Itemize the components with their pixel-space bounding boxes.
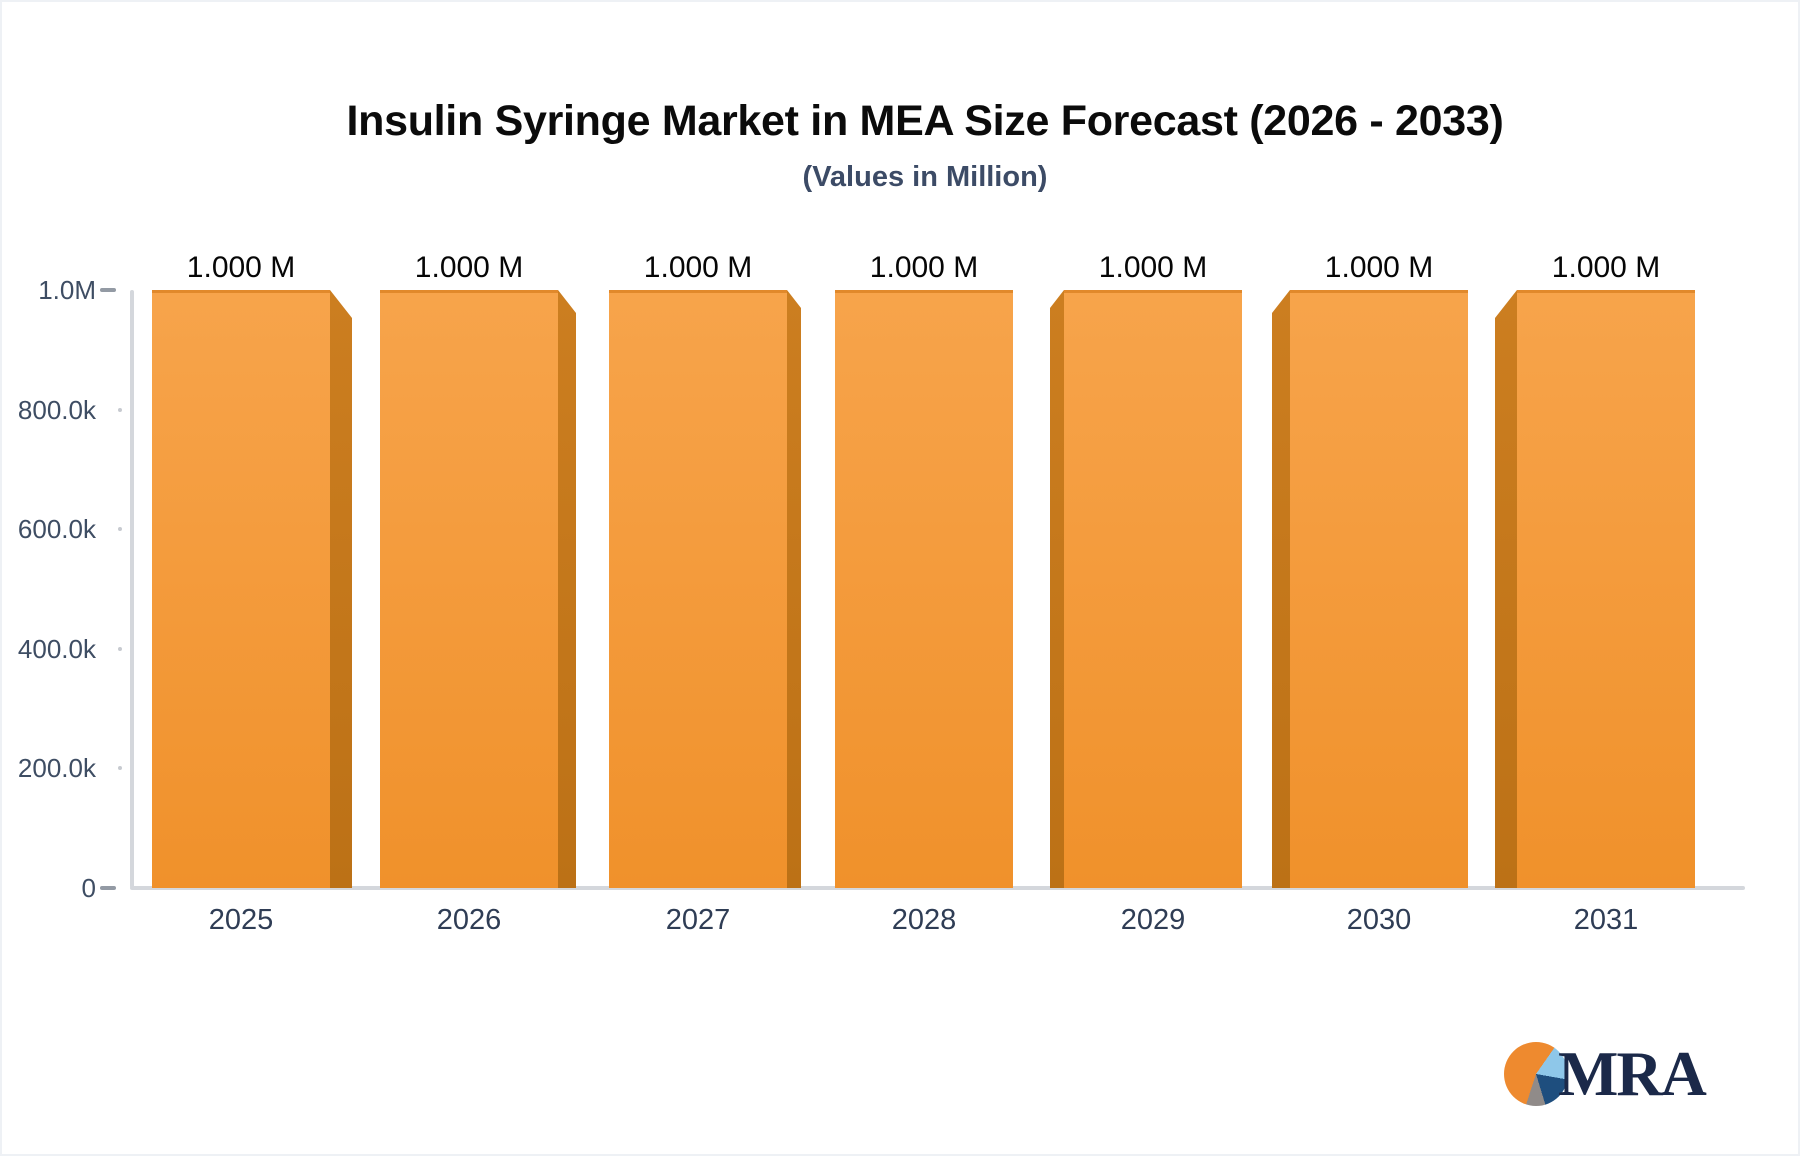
y-tick-mark — [100, 886, 116, 890]
y-tick-mark — [118, 527, 122, 532]
y-tick-label-200.0k: 200.0k — [17, 753, 96, 784]
y-tick-label-800.0k: 800.0k — [17, 394, 96, 425]
y-tick-mark — [118, 646, 122, 651]
chart-subtitle: (Values in Million) — [802, 161, 1048, 193]
bar-side-face — [1050, 290, 1064, 888]
bar-side-face — [1495, 290, 1517, 888]
x-tick-label-2029: 2029 — [1120, 904, 1186, 936]
x-tick-label-2030: 2030 — [1346, 904, 1412, 936]
y-tick-mark — [118, 407, 122, 412]
bar-side-face — [330, 290, 352, 888]
pie-chart-logo-icon — [1504, 1042, 1568, 1106]
bar-face[interactable] — [152, 290, 330, 888]
x-axis-line — [130, 886, 1745, 890]
bar-value-label: 1.000 M — [1324, 251, 1434, 284]
y-tick-label-600.0k: 600.0k — [17, 514, 96, 545]
bar-face[interactable] — [609, 290, 787, 888]
y-tick-label-400.0k: 400.0k — [17, 633, 96, 664]
y-tick-mark — [118, 766, 122, 771]
y-axis-line — [130, 290, 134, 888]
x-tick-label-2026: 2026 — [436, 904, 502, 936]
chart-title: Insulin Syringe Market in MEA Size Forec… — [346, 97, 1504, 145]
mra-logo: MRA — [1504, 1038, 1707, 1109]
bar-side-face — [787, 290, 801, 888]
bar-value-label: 1.000 M — [1098, 251, 1208, 284]
logo-text: MRA — [1558, 1038, 1707, 1109]
y-tick-label-0: 0 — [81, 873, 96, 903]
bar-face[interactable] — [1517, 290, 1695, 888]
bar-face[interactable] — [835, 290, 1013, 888]
bar-value-label: 1.000 M — [869, 251, 979, 284]
bar-side-face — [1272, 290, 1290, 888]
bar-face[interactable] — [380, 290, 558, 888]
bar-value-label: 1.000 M — [414, 251, 524, 284]
x-tick-label-2031: 2031 — [1573, 904, 1639, 936]
x-tick-label-2027: 2027 — [665, 904, 731, 936]
bar-value-label: 1.000 M — [643, 251, 753, 284]
bar-value-label: 1.000 M — [1551, 251, 1661, 284]
y-tick-mark — [100, 288, 116, 292]
bar-side-face — [558, 290, 576, 888]
bar-value-label: 1.000 M — [186, 251, 296, 284]
bar-face[interactable] — [1064, 290, 1242, 888]
y-tick-label-1.0M: 1.0M — [38, 275, 96, 305]
chart-header: Insulin Syringe Market in MEA Size Forec… — [47, 94, 1798, 194]
x-tick-label-2028: 2028 — [891, 904, 957, 936]
bar-face[interactable] — [1290, 290, 1468, 888]
x-tick-label-2025: 2025 — [208, 904, 274, 936]
